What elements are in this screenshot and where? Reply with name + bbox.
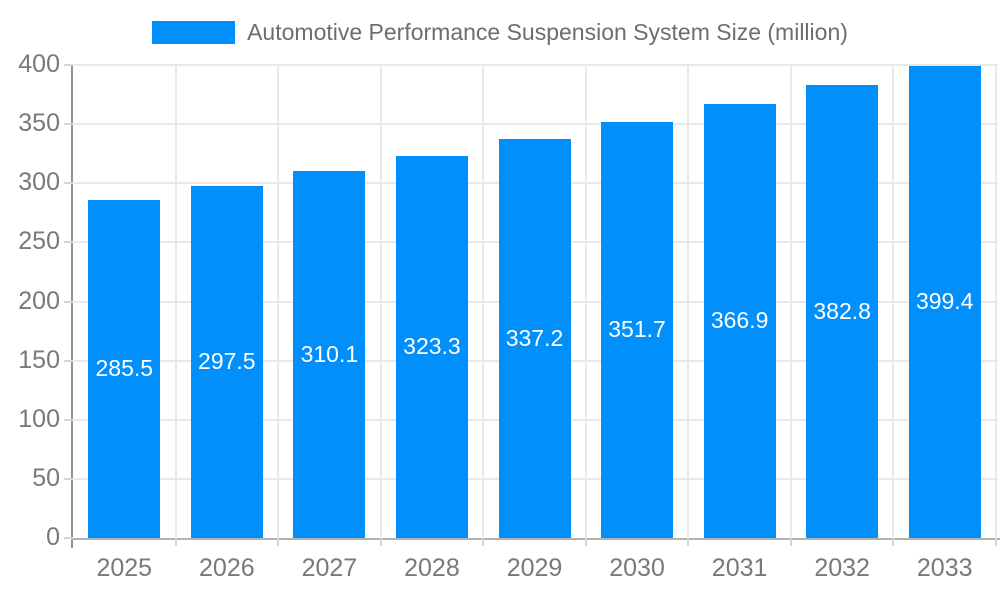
legend-swatch	[152, 20, 236, 44]
bar[interactable]	[601, 122, 674, 538]
y-tick-label: 100	[18, 404, 60, 433]
x-tick-label: 2026	[199, 554, 255, 582]
bar[interactable]	[806, 85, 879, 538]
y-axis-tick	[64, 64, 73, 66]
bar[interactable]	[908, 65, 981, 538]
y-tick-label: 0	[46, 523, 60, 551]
x-tick-label: 2029	[506, 554, 563, 582]
bar[interactable]	[293, 171, 366, 538]
legend-label: Automotive Performance Suspension System…	[247, 18, 848, 45]
v-gridline	[379, 65, 382, 538]
y-tick-label: 400	[18, 50, 60, 78]
x-axis-tick	[174, 538, 177, 546]
x-tick-label: 2030	[609, 554, 665, 582]
y-axis-tick	[64, 537, 73, 539]
v-gridline	[995, 65, 997, 538]
bar[interactable]	[88, 200, 161, 538]
y-tick-label: 300	[18, 168, 60, 197]
v-gridline	[687, 65, 690, 538]
v-gridline	[174, 65, 177, 538]
x-tick-label: 2028	[404, 554, 460, 582]
y-axis-tick	[64, 300, 73, 303]
x-axis-tick	[789, 538, 792, 546]
x-axis-tick	[482, 538, 485, 546]
x-tick-label: 2025	[96, 554, 153, 582]
h-gridline	[73, 123, 998, 126]
bar[interactable]	[190, 186, 263, 538]
y-axis-line	[71, 65, 73, 548]
plot-area: 0 50 100 150 200 250 300 350 400 285.5 2025 297.5 20…	[18, 50, 1000, 582]
x-tick-label: 2027	[301, 554, 358, 582]
v-gridline	[277, 65, 280, 538]
x-tick-label: 2032	[814, 554, 870, 582]
bar[interactable]	[703, 104, 776, 538]
bar[interactable]	[498, 139, 571, 538]
y-tick-label: 200	[18, 286, 60, 315]
h-gridline	[73, 64, 998, 66]
x-axis-line	[71, 538, 1000, 540]
y-axis-tick	[64, 241, 73, 244]
x-axis-tick	[379, 538, 382, 546]
v-gridline	[584, 65, 587, 538]
y-axis-tick	[64, 477, 73, 480]
y-axis-tick	[64, 123, 73, 126]
v-gridline	[482, 65, 485, 538]
bar[interactable]	[395, 155, 468, 538]
x-axis-tick	[584, 538, 587, 546]
x-axis-tick	[687, 538, 690, 546]
v-gridline	[892, 65, 895, 538]
x-axis-tick	[277, 538, 280, 546]
x-axis-tick	[995, 538, 997, 546]
y-tick-label: 50	[32, 463, 60, 492]
x-tick-label: 2033	[916, 554, 973, 582]
y-tick-label: 250	[18, 227, 60, 256]
y-axis-tick	[64, 182, 73, 185]
x-tick-label: 2031	[711, 554, 768, 582]
x-axis-tick	[892, 538, 895, 546]
y-axis-tick	[64, 418, 73, 421]
y-tick-label: 350	[18, 109, 60, 138]
legend[interactable]: Automotive Performance Suspension System…	[0, 18, 1000, 46]
y-tick-label: 150	[18, 345, 60, 374]
y-axis-tick	[64, 359, 73, 362]
v-gridline	[789, 65, 792, 538]
